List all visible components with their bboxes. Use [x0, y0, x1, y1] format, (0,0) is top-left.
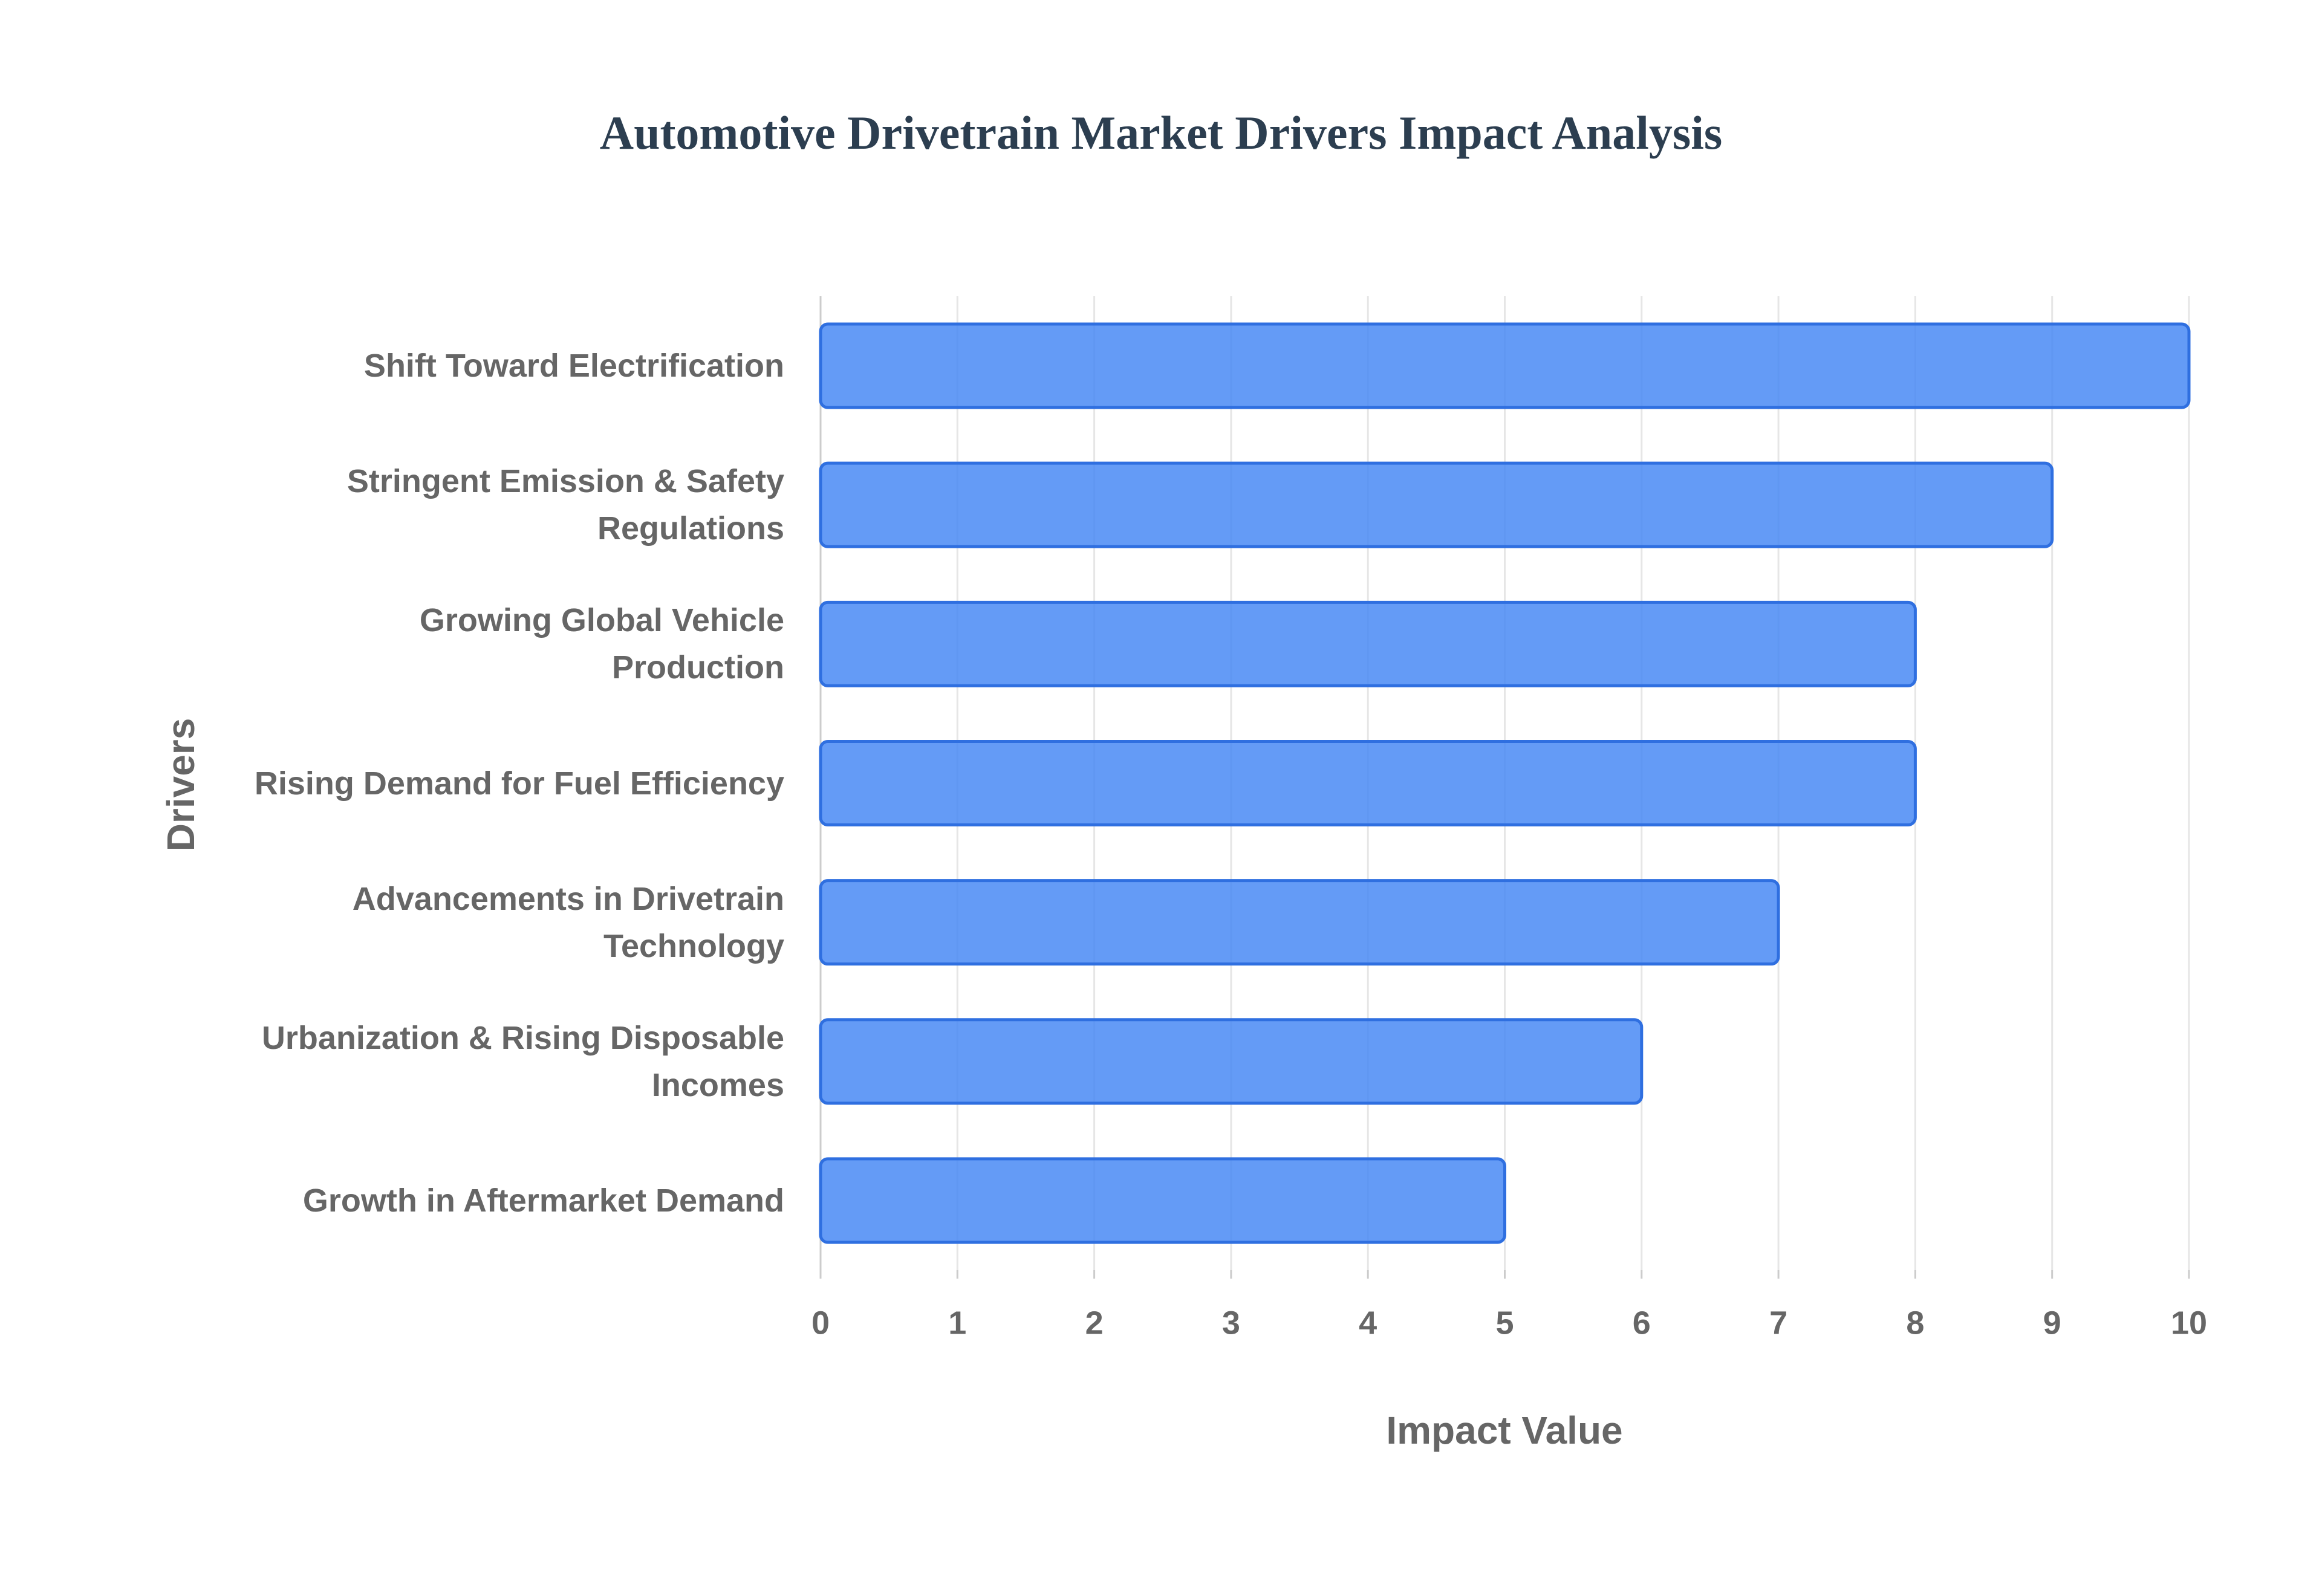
y-tick-label: Advancements in Drivetrain Technology — [352, 880, 784, 964]
y-tick-label: Stringent Emission & Safety Regulations — [346, 463, 784, 547]
y-tick-label: Growth in Aftermarket Demand — [302, 1182, 784, 1219]
x-tick-label: 5 — [1495, 1305, 1514, 1341]
bar — [819, 879, 1780, 966]
x-tick-label: 10 — [2171, 1305, 2207, 1341]
x-tick-label: 7 — [1769, 1305, 1787, 1341]
x-tick-label: 8 — [1906, 1305, 1924, 1341]
bar — [819, 1018, 1644, 1105]
x-tick-label: 0 — [811, 1305, 830, 1341]
bar — [819, 739, 1917, 827]
bar — [819, 461, 2054, 548]
y-axis-title: Drivers — [159, 718, 203, 852]
y-tick-label: Growing Global Vehicle Production — [419, 602, 784, 686]
x-axis-title: Impact Value — [1386, 1409, 1622, 1452]
y-tick-label: Shift Toward Electrification — [363, 348, 784, 384]
x-tick-label: 9 — [2043, 1305, 2061, 1341]
chart-title: Automotive Drivetrain Market Drivers Imp… — [600, 106, 1723, 159]
x-tick-label: 2 — [1085, 1305, 1104, 1341]
bar — [819, 600, 1917, 687]
bar — [819, 322, 2191, 409]
bar — [819, 1157, 1506, 1244]
y-tick-label: Urbanization & Rising Disposable Incomes — [261, 1019, 784, 1103]
x-tick-label: 4 — [1359, 1305, 1377, 1341]
x-tick-label: 3 — [1222, 1305, 1240, 1341]
x-tick-label: 6 — [1633, 1305, 1651, 1341]
y-tick-label: Rising Demand for Fuel Efficiency — [254, 765, 784, 802]
x-tick-label: 1 — [948, 1305, 966, 1341]
